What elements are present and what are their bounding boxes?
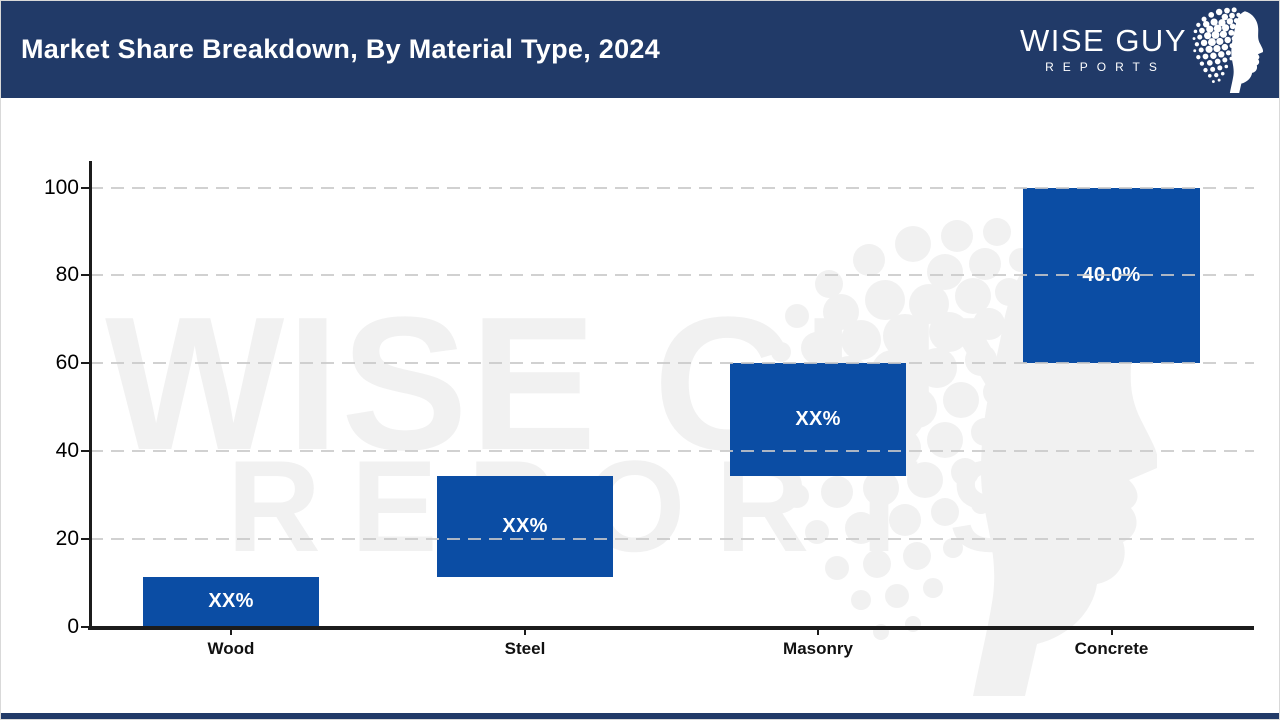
bar-value-label-wood: XX% — [208, 590, 254, 613]
y-tick-label-80: 80 — [55, 263, 79, 287]
brand-face-icon — [1192, 6, 1263, 93]
gridline-100 — [90, 186, 1254, 189]
x-tick-label-wood: Wood — [207, 639, 255, 658]
x-tick-mark-masonry — [817, 629, 819, 635]
y-tick-mark-40 — [81, 449, 89, 452]
y-tick-mark-20 — [81, 537, 89, 540]
y-tick-mark-80 — [81, 274, 89, 277]
x-tick-label-concrete: Concrete — [1074, 639, 1149, 658]
y-tick-label-40: 40 — [55, 438, 79, 462]
x-tick-mark-steel — [524, 629, 526, 635]
y-tick-label-20: 20 — [55, 526, 79, 550]
bar-value-label-masonry: XX% — [795, 408, 841, 431]
y-tick-label-60: 60 — [55, 351, 79, 375]
footer-bar — [1, 713, 1279, 719]
y-tick-label-0: 0 — [67, 614, 79, 638]
header-bar: Market Share Breakdown, By Material Type… — [1, 1, 1279, 98]
gridline-40 — [90, 449, 1254, 452]
brand-subtitle: REPORTS — [1045, 60, 1166, 74]
gridline-80 — [90, 274, 1254, 277]
x-tick-label-masonry: Masonry — [783, 639, 853, 658]
x-axis-line — [88, 626, 1254, 630]
bar-masonry: XX% — [729, 363, 907, 476]
bar-steel: XX% — [436, 475, 614, 578]
brand-logo-text: WISE GUY REPORTS — [1020, 25, 1187, 74]
brand-name: WISE GUY — [1019, 23, 1187, 58]
y-axis-line — [89, 161, 92, 629]
y-tick-mark-100 — [81, 186, 89, 189]
x-tick-label-steel: Steel — [504, 639, 546, 658]
brand-logo: WISE GUY REPORTS — [1020, 6, 1263, 93]
bar-value-label-steel: XX% — [502, 515, 548, 538]
y-tick-mark-0 — [81, 625, 89, 628]
x-tick-mark-wood — [230, 629, 232, 635]
plot-area: 0 20 40 60 80 100 XX% Wood XX% Steel XX% Masonry 40.… — [1, 98, 1279, 715]
y-tick-mark-60 — [81, 362, 89, 365]
y-tick-label-100: 100 — [43, 175, 79, 199]
bar-wood: XX% — [142, 577, 320, 627]
chart-title: Market Share Breakdown, By Material Type… — [21, 34, 661, 64]
gridline-60 — [90, 362, 1254, 365]
gridline-20 — [90, 537, 1254, 540]
x-tick-mark-concrete — [1110, 629, 1113, 635]
